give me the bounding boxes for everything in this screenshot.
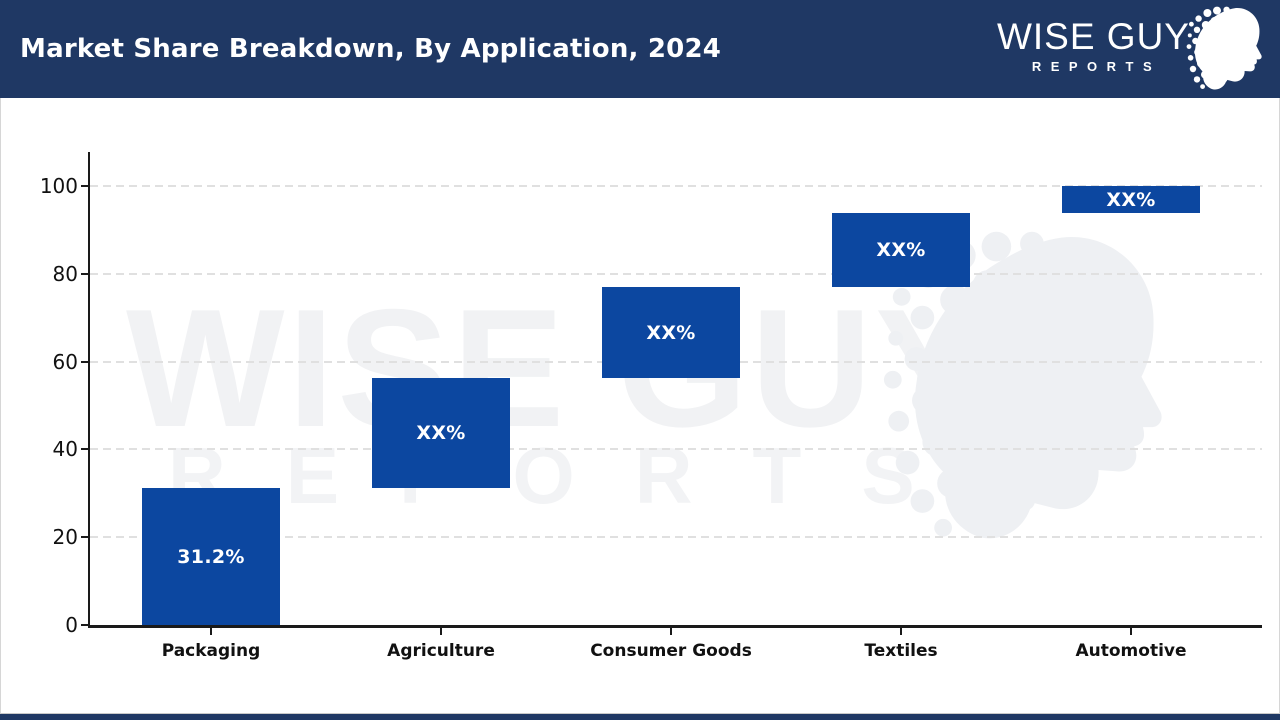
y-tick-label-60: 60 <box>52 349 78 374</box>
y-tick-60 <box>81 360 90 363</box>
x-tick-3 <box>900 628 902 635</box>
x-axis-line <box>88 625 1262 628</box>
x-tick-0 <box>210 628 212 635</box>
footer-bar <box>0 714 1280 720</box>
bar-automotive: XX% <box>1062 186 1200 214</box>
x-category-label: Agriculture <box>387 641 495 661</box>
chart-title: Market Share Breakdown, By Application, … <box>20 34 722 64</box>
y-tick-40 <box>81 448 90 451</box>
y-tick-label-100: 100 <box>39 174 78 198</box>
bar-value-label: XX% <box>876 239 926 262</box>
bar-consumer-goods: XX% <box>602 286 740 379</box>
bar-agriculture: XX% <box>372 378 510 489</box>
watermark-wordmark: WISE GUY <box>126 274 991 462</box>
header-bar: Market Share Breakdown, By Application, … <box>0 0 1280 98</box>
y-tick-100 <box>81 185 90 187</box>
logo-wordmark: WISE GUY <box>996 16 1190 57</box>
bar-value-label: 31.2% <box>177 545 245 568</box>
bar-packaging: 31.2% <box>142 488 280 625</box>
logo-text: WISE GUY REPORTS <box>996 16 1190 75</box>
wise-guy-logo: WISE GUY REPORTS <box>997 1 1262 97</box>
gridline-40 <box>90 448 1262 451</box>
y-tick-0 <box>81 624 90 626</box>
x-tick-2 <box>670 628 672 635</box>
x-category-label: Automotive <box>1075 641 1187 661</box>
bar-value-label: XX% <box>416 422 466 445</box>
head-profile-icon <box>1182 5 1268 97</box>
x-category-label: Consumer Goods <box>590 641 752 661</box>
x-tick-1 <box>440 628 442 635</box>
x-tick-4 <box>1130 628 1132 635</box>
gridline-20 <box>90 536 1262 539</box>
y-tick-label-0: 0 <box>65 613 78 637</box>
y-tick-label-80: 80 <box>52 261 78 286</box>
gridline-80 <box>90 272 1262 275</box>
watermark-subtitle: REPORTS <box>168 431 975 520</box>
x-category-label: Textiles <box>864 641 938 661</box>
bar-value-label: XX% <box>646 321 696 344</box>
y-tick-label-20: 20 <box>52 525 78 550</box>
y-axis-line <box>88 152 90 628</box>
y-tick-label-40: 40 <box>52 437 78 462</box>
y-tick-20 <box>81 536 90 539</box>
bar-textiles: XX% <box>832 213 970 287</box>
bar-value-label: XX% <box>1106 188 1156 211</box>
y-tick-80 <box>81 272 90 275</box>
x-category-label: Packaging <box>161 641 261 661</box>
gridline-100 <box>90 185 1262 187</box>
logo-subtitle: REPORTS <box>1031 59 1162 74</box>
waterfall-chart: 0 20 40 60 80 100 31.2% Packaging XX% Agriculture… <box>0 98 1280 715</box>
